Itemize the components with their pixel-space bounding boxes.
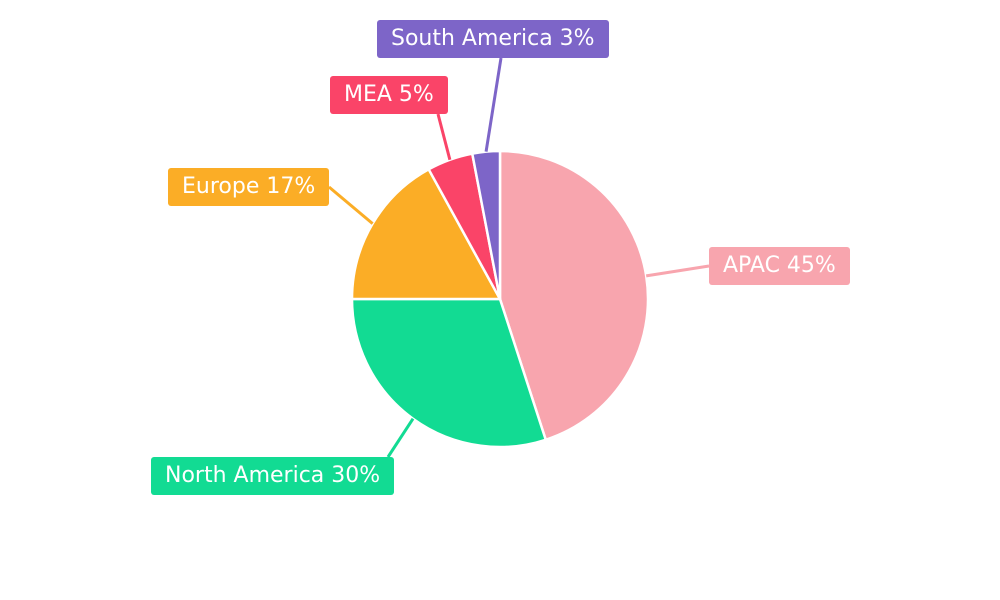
pie-label-apac: APAC 45% — [709, 247, 850, 285]
pie-slice-north-america[interactable] — [350, 297, 547, 449]
pie-slice-europe[interactable] — [350, 168, 502, 301]
pie-slice-apac[interactable] — [498, 149, 650, 442]
leader-line-apac — [645, 264, 710, 278]
leader-line-north-america — [386, 417, 415, 458]
leader-line-south-america — [484, 57, 503, 152]
leader-line-mea — [436, 113, 452, 161]
leader-line-europe — [328, 185, 374, 225]
pie-label-north-america: North America 30% — [151, 457, 395, 495]
pie-label-mea: MEA 5% — [330, 76, 448, 114]
pie-label-europe: Europe 17% — [168, 168, 330, 206]
pie-label-south-america: South America 3% — [377, 20, 609, 58]
